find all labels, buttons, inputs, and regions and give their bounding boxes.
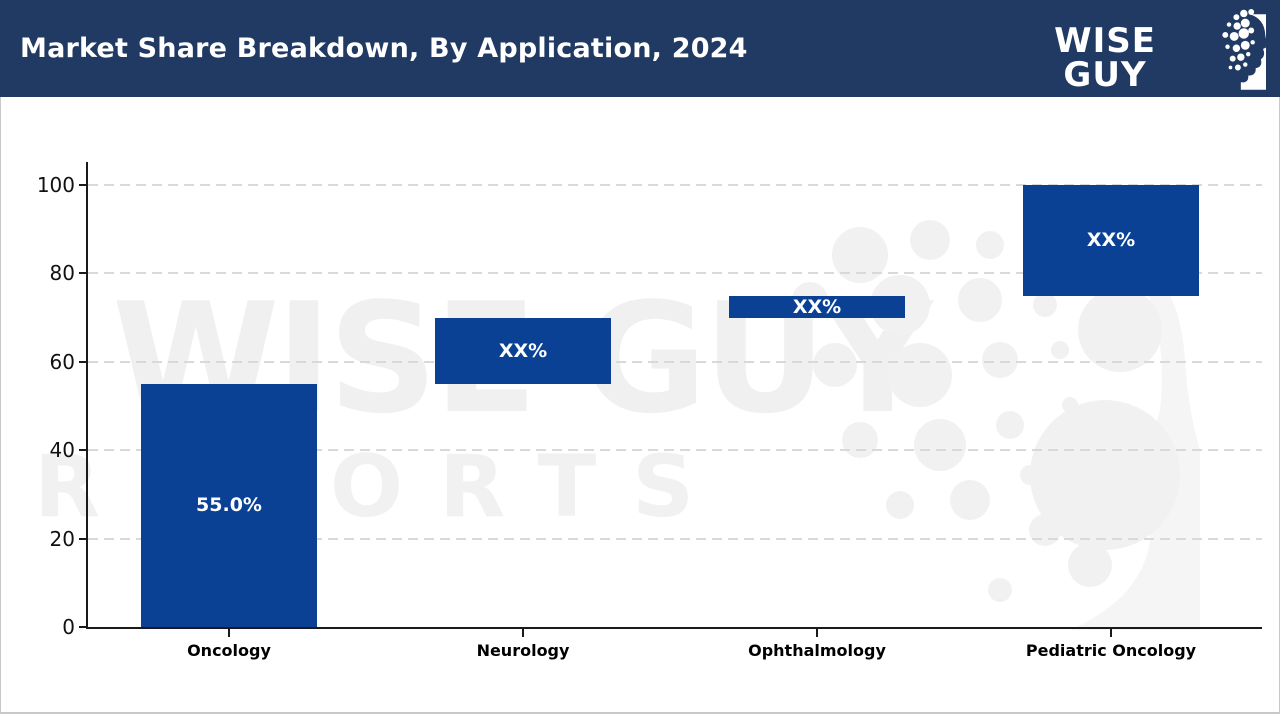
y-tick-mark-20 [79,537,87,540]
watermark-line2: REPORTS [34,437,731,537]
chart-card: WISE GUY REPORTS 0 20 40 60 80 100 55.0% Oncolo… [0,97,1280,714]
bar-oncology: 55.0% [141,383,317,627]
y-tick-mark-0 [79,626,87,628]
x-axis-spine [86,627,1262,629]
y-tick-mark-40 [79,449,87,452]
gridline-y-100 [88,184,1262,186]
y-tick-label-40: 40 [49,438,75,463]
bar-neurology: XX% [435,317,611,384]
bar-value-label: XX% [1086,229,1136,252]
wise-guy-logo-name: WISE GUY [1054,21,1156,95]
x-category-label-0: Oncology [187,641,271,660]
x-tick-mark-0 [228,629,230,637]
y-tick-mark-100 [79,184,87,186]
wise-guy-logo-head-icon [1222,9,1266,90]
page-title: Market Share Breakdown, By Application, … [20,33,748,64]
bar-pediatric-oncology: XX% [1023,185,1199,296]
y-tick-label-0: 0 [62,615,75,639]
y-tick-mark-80 [79,272,87,275]
y-tick-label-60: 60 [49,349,75,374]
gridline-y-80 [88,272,1262,275]
y-tick-mark-60 [79,360,87,363]
gridline-y-60 [88,360,1262,363]
x-category-label-2: Ophthalmology [748,641,886,660]
gridline-y-40 [88,449,1262,452]
y-tick-label-20: 20 [49,526,75,551]
y-tick-label-100: 100 [36,173,75,197]
x-tick-mark-2 [816,629,818,637]
bar-value-label: XX% [498,339,548,362]
x-category-label-3: Pediatric Oncology [1025,641,1197,660]
x-tick-mark-3 [1110,629,1112,637]
bar-value-label: 55.0% [196,494,262,517]
bar-value-label: XX% [792,295,842,318]
y-tick-label-80: 80 [49,261,75,286]
y-axis-spine [86,162,88,629]
x-tick-mark-1 [522,629,524,637]
bar-ophthalmology: XX% [729,295,905,318]
x-category-label-1: Neurology [476,641,570,660]
gridline-y-20 [88,537,1262,540]
